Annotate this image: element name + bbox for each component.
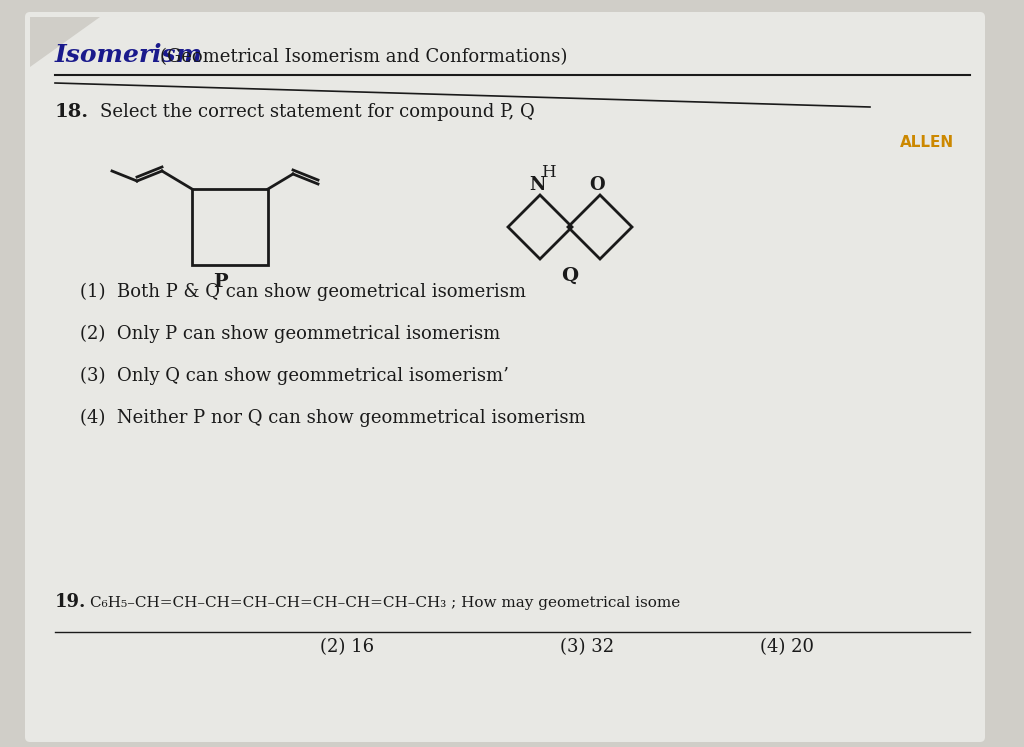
Text: (2)  Only P can show geommetrical isomerism: (2) Only P can show geommetrical isomeri… <box>80 325 501 343</box>
Text: Select the correct statement for compound P, Q: Select the correct statement for compoun… <box>100 103 535 121</box>
Text: 19.: 19. <box>55 593 86 611</box>
Text: Isomerism: Isomerism <box>55 43 203 67</box>
Text: (4)  Neither P nor Q can show geommetrical isomerism: (4) Neither P nor Q can show geommetrica… <box>80 409 586 427</box>
Text: (3) 32: (3) 32 <box>560 638 614 656</box>
Polygon shape <box>30 17 100 67</box>
Text: ALLEN: ALLEN <box>900 135 954 150</box>
Text: (2) 16: (2) 16 <box>319 638 374 656</box>
Text: N: N <box>528 176 545 194</box>
Text: 18.: 18. <box>55 103 89 121</box>
Text: H: H <box>541 164 555 181</box>
Text: Q: Q <box>561 267 579 285</box>
FancyBboxPatch shape <box>25 12 985 742</box>
Text: (Geometrical Isomerism and Conformations): (Geometrical Isomerism and Conformations… <box>160 48 567 66</box>
Text: P: P <box>213 273 227 291</box>
Text: (1)  Both P & Q can show geometrical isomerism: (1) Both P & Q can show geometrical isom… <box>80 283 526 301</box>
Text: (4) 20: (4) 20 <box>760 638 814 656</box>
Text: O: O <box>589 176 605 194</box>
Text: (3)  Only Q can show geommetrical isomerism’: (3) Only Q can show geommetrical isomeri… <box>80 367 509 385</box>
Text: C₆H₅–CH=CH–CH=CH–CH=CH–CH=CH–CH₃ ; How may geometrical isome: C₆H₅–CH=CH–CH=CH–CH=CH–CH=CH–CH₃ ; How m… <box>90 596 680 610</box>
